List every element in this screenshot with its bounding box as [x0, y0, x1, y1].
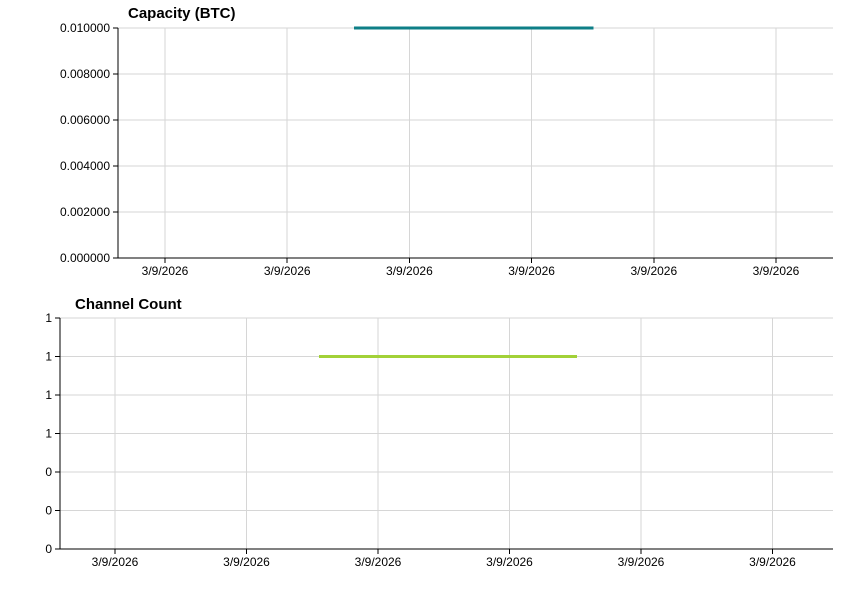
x-tick-label: 3/9/2026 — [486, 555, 533, 569]
x-tick-label: 3/9/2026 — [355, 555, 402, 569]
x-tick-label: 3/9/2026 — [264, 264, 311, 278]
y-tick-label: 0.000000 — [60, 251, 110, 265]
channel-count-chart-title: Channel Count — [75, 296, 182, 313]
y-tick-label: 0 — [45, 465, 52, 479]
y-tick-label: 0.010000 — [60, 21, 110, 35]
x-tick-label: 3/9/2026 — [142, 264, 189, 278]
y-tick-label: 0.008000 — [60, 67, 110, 81]
y-tick-label: 1 — [45, 350, 52, 364]
y-tick-label: 1 — [45, 388, 52, 402]
x-tick-label: 3/9/2026 — [749, 555, 796, 569]
x-tick-label: 3/9/2026 — [92, 555, 139, 569]
x-tick-label: 3/9/2026 — [508, 264, 555, 278]
y-tick-label: 0 — [45, 504, 52, 518]
y-tick-label: 0 — [45, 542, 52, 556]
y-tick-label: 0.004000 — [60, 159, 110, 173]
y-tick-label: 0.006000 — [60, 113, 110, 127]
x-tick-label: 3/9/2026 — [753, 264, 800, 278]
y-tick-label: 1 — [45, 427, 52, 441]
y-tick-label: 0.002000 — [60, 205, 110, 219]
y-tick-label: 1 — [45, 311, 52, 325]
capacity-chart-title: Capacity (BTC) — [128, 5, 236, 22]
x-tick-label: 3/9/2026 — [618, 555, 665, 569]
x-tick-label: 3/9/2026 — [386, 264, 433, 278]
x-tick-label: 3/9/2026 — [630, 264, 677, 278]
x-tick-label: 3/9/2026 — [223, 555, 270, 569]
